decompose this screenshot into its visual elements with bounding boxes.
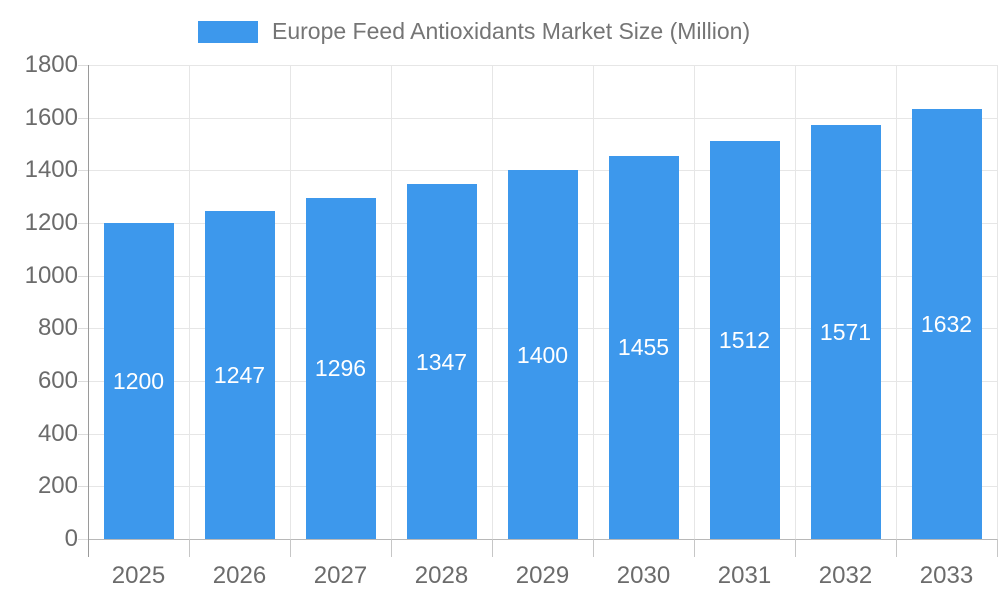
y-axis-label: 400 bbox=[37, 420, 78, 447]
x-axis-label: 2027 bbox=[313, 562, 368, 589]
y-axis-tick bbox=[78, 276, 88, 277]
bar[interactable] bbox=[710, 141, 780, 539]
bar-value-label: 1400 bbox=[516, 342, 569, 368]
bar-value-label: 1455 bbox=[617, 334, 670, 360]
bar[interactable] bbox=[508, 170, 578, 539]
gridline-vertical bbox=[290, 65, 291, 539]
legend[interactable]: Europe Feed Antioxidants Market Size (Mi… bbox=[198, 18, 750, 45]
gridline-vertical bbox=[694, 65, 695, 539]
x-axis-tick bbox=[795, 539, 796, 557]
x-axis-label: 2031 bbox=[717, 562, 772, 589]
y-axis-label: 200 bbox=[37, 472, 78, 499]
x-axis-label: 2032 bbox=[818, 562, 873, 589]
gridline-vertical bbox=[391, 65, 392, 539]
gridline-horizontal bbox=[88, 65, 997, 66]
bar[interactable] bbox=[609, 156, 679, 539]
bar-value-label: 1347 bbox=[415, 349, 468, 375]
y-axis-label: 600 bbox=[37, 367, 78, 394]
x-axis-label: 2028 bbox=[414, 562, 469, 589]
x-axis-tick bbox=[391, 539, 392, 557]
gridline-vertical bbox=[593, 65, 594, 539]
x-axis-tick bbox=[492, 539, 493, 557]
x-axis-label: 2025 bbox=[111, 562, 166, 589]
gridline-vertical bbox=[189, 65, 190, 539]
gridline-vertical bbox=[492, 65, 493, 539]
y-axis-line bbox=[88, 65, 89, 557]
y-axis-tick bbox=[78, 118, 88, 119]
x-axis-tick bbox=[189, 539, 190, 557]
x-axis-line bbox=[88, 539, 998, 540]
legend-swatch-icon bbox=[198, 20, 258, 43]
legend-label: Europe Feed Antioxidants Market Size (Mi… bbox=[272, 18, 751, 44]
y-axis-tick bbox=[78, 434, 88, 435]
y-axis-label: 1600 bbox=[24, 104, 78, 131]
y-axis-tick bbox=[78, 65, 88, 66]
gridline-vertical bbox=[896, 65, 897, 539]
bar[interactable] bbox=[912, 109, 982, 539]
y-axis-tick bbox=[78, 539, 88, 540]
y-axis-tick bbox=[78, 328, 88, 329]
y-axis-tick bbox=[78, 486, 88, 487]
y-axis-label: 1000 bbox=[24, 262, 78, 289]
bar-value-label: 1247 bbox=[213, 362, 266, 388]
gridline-vertical bbox=[997, 65, 998, 539]
bar-value-label: 1632 bbox=[920, 311, 973, 337]
y-axis-label: 1200 bbox=[24, 209, 78, 236]
bar[interactable] bbox=[104, 223, 174, 539]
x-axis-tick bbox=[593, 539, 594, 557]
y-axis-tick bbox=[78, 170, 88, 171]
y-axis-label: 1400 bbox=[24, 156, 78, 183]
bar[interactable] bbox=[205, 211, 275, 539]
y-axis-label: 1800 bbox=[24, 51, 78, 78]
x-axis-label: 2029 bbox=[515, 562, 570, 589]
bar-value-label: 1571 bbox=[819, 319, 872, 345]
x-axis-label: 2030 bbox=[616, 562, 671, 589]
bar[interactable] bbox=[407, 184, 477, 539]
x-axis-tick bbox=[896, 539, 897, 557]
gridline-horizontal bbox=[88, 118, 997, 119]
bar[interactable] bbox=[306, 198, 376, 539]
x-axis-tick bbox=[997, 539, 998, 557]
bar-value-label: 1296 bbox=[314, 355, 367, 381]
y-axis-label: 800 bbox=[37, 314, 78, 341]
x-axis-label: 2033 bbox=[919, 562, 974, 589]
gridline-vertical bbox=[795, 65, 796, 539]
x-axis-label: 2026 bbox=[212, 562, 267, 589]
y-axis-label: 0 bbox=[64, 525, 78, 552]
x-axis-tick bbox=[290, 539, 291, 557]
bar-value-label: 1200 bbox=[112, 368, 165, 394]
bar-value-label: 1512 bbox=[718, 327, 771, 353]
bar[interactable] bbox=[811, 125, 881, 539]
y-axis-tick bbox=[78, 381, 88, 382]
y-axis-tick bbox=[78, 223, 88, 224]
x-axis-tick bbox=[694, 539, 695, 557]
